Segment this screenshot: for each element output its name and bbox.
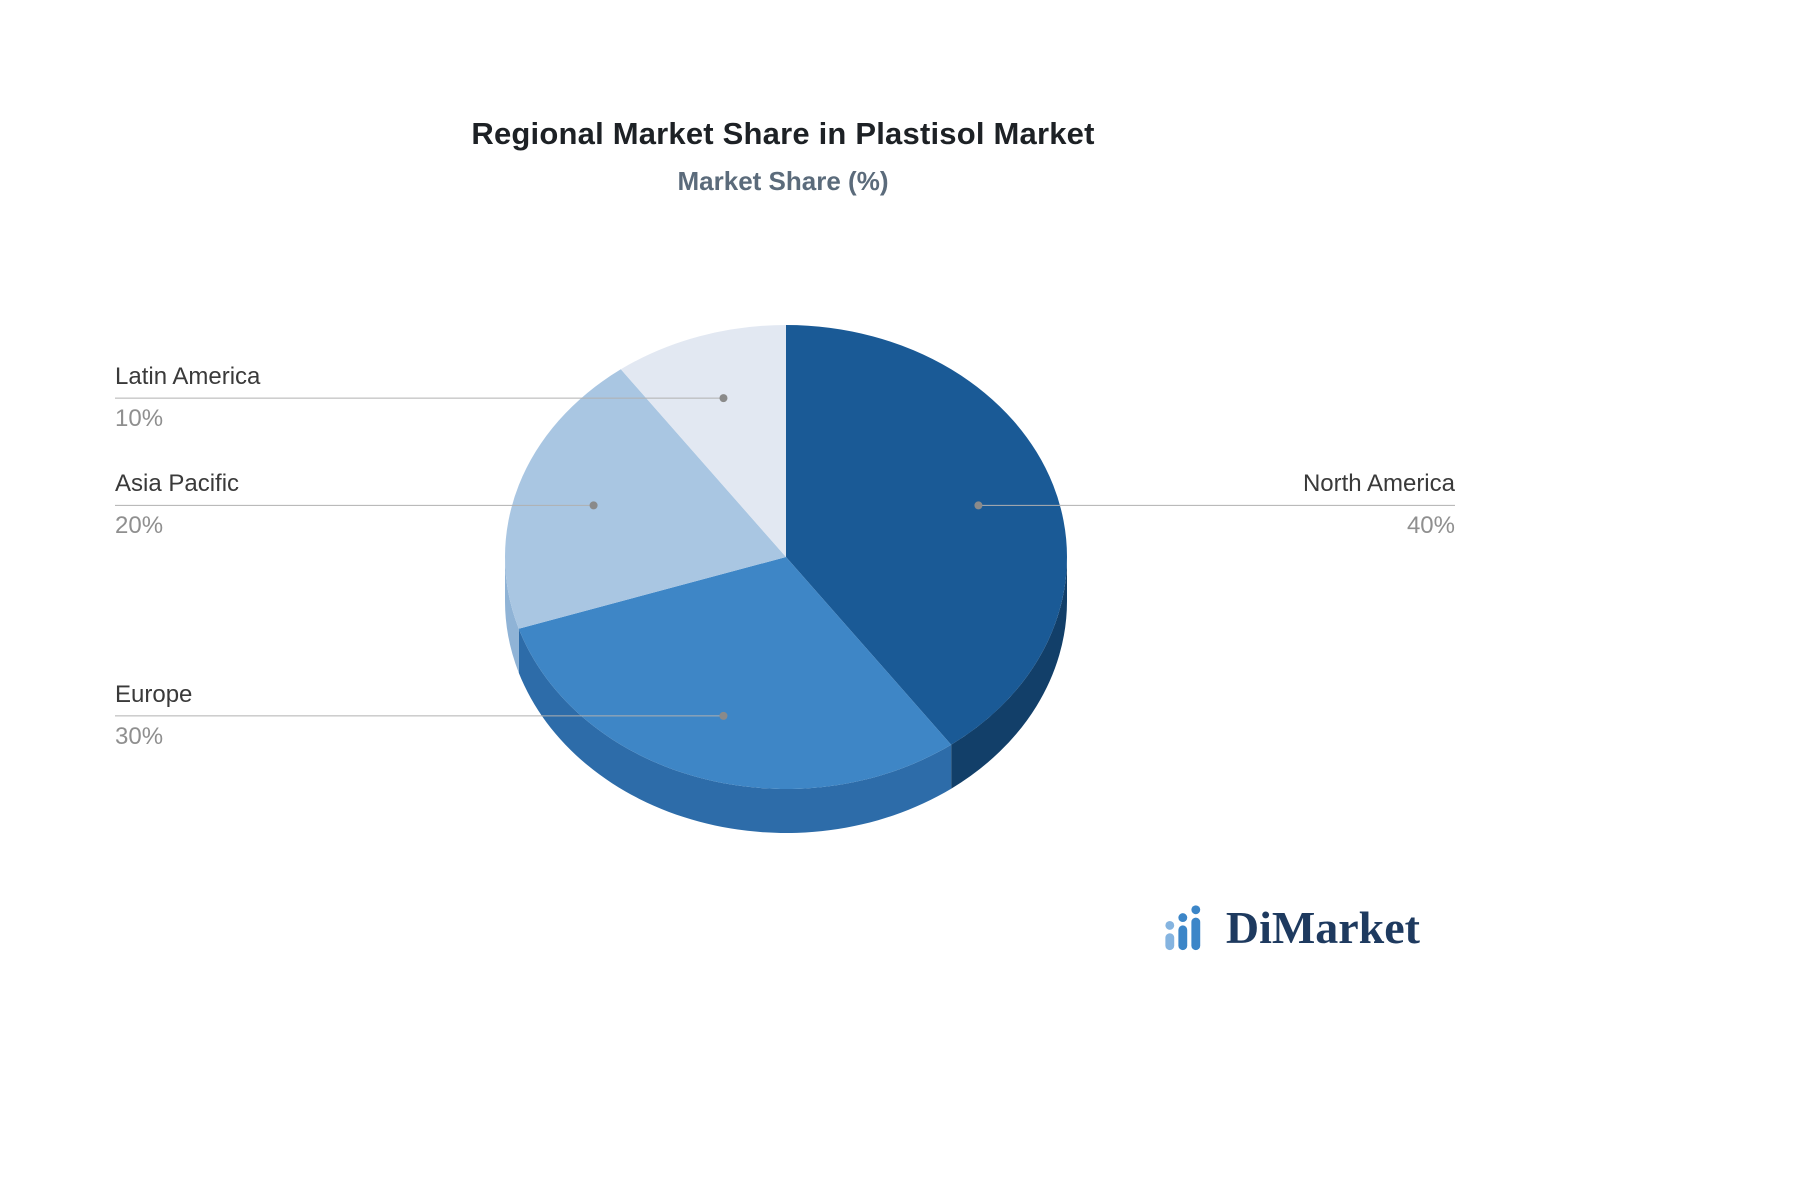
slice-label-asia-pacific: Asia Pacific <box>115 470 240 498</box>
dimarket-logo: DiMarket <box>1162 903 1420 953</box>
pie-slice-side-europe <box>518 628 952 833</box>
pie-slice-europe <box>518 557 952 789</box>
bar-chart-icon <box>1165 905 1201 951</box>
leader-dot-europe <box>719 711 728 720</box>
slice-label-europe: Europe <box>115 680 193 708</box>
leader-dot-latin-america <box>719 394 728 403</box>
leader-dot-asia-pacific <box>589 501 598 510</box>
pie-slice-north-america <box>786 325 1067 745</box>
slice-value-north-america: 40% <box>1406 512 1455 540</box>
slice-value-latin-america: 10% <box>115 405 164 433</box>
slice-value-europe: 30% <box>115 722 164 750</box>
slice-label-latin-america: Latin America <box>115 363 261 391</box>
chart-title: Regional Market Share in Plastisol Marke… <box>471 116 1095 151</box>
leader-dot-north-america <box>974 501 983 510</box>
pie-slice-side-north-america <box>951 557 1067 789</box>
pie-slice-latin-america <box>620 325 786 557</box>
slice-label-north-america: North America <box>1302 470 1455 498</box>
pie-slice-asia-pacific <box>504 369 786 629</box>
pie-slice-side-asia-pacific <box>505 557 519 673</box>
logo-text: DiMarket <box>1225 902 1420 953</box>
chart-subtitle: Market Share (%) <box>677 166 889 196</box>
slice-value-asia-pacific: 20% <box>115 512 164 540</box>
